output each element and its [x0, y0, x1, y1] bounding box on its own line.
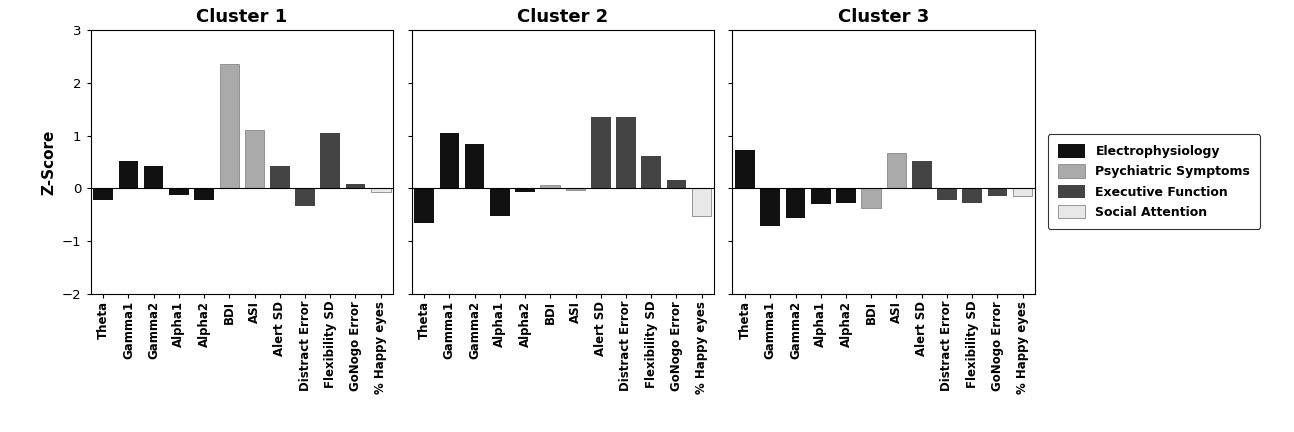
Bar [1013, 188, 1033, 196]
Bar [515, 188, 534, 191]
Bar [541, 185, 560, 188]
Bar [119, 161, 138, 188]
Bar [963, 188, 982, 203]
Bar [144, 166, 163, 188]
Bar [987, 188, 1007, 196]
Bar [465, 143, 484, 188]
Title: Cluster 1: Cluster 1 [197, 8, 287, 26]
Bar [321, 133, 340, 188]
Title: Cluster 3: Cluster 3 [839, 8, 929, 26]
Bar [220, 64, 239, 188]
Bar [591, 117, 611, 188]
Bar [785, 188, 805, 219]
Bar [295, 188, 314, 206]
Bar [194, 188, 214, 200]
Bar [93, 188, 113, 200]
Bar [170, 188, 189, 195]
Y-axis label: Z-Score: Z-Score [41, 129, 57, 195]
Bar [565, 188, 585, 191]
Title: Cluster 2: Cluster 2 [518, 8, 608, 26]
Bar [937, 188, 956, 200]
Bar [666, 181, 686, 188]
Bar [836, 188, 855, 203]
Bar [811, 188, 831, 204]
Bar [440, 133, 459, 188]
Bar [862, 188, 881, 208]
Bar [692, 188, 712, 216]
Bar [616, 117, 635, 188]
Bar [371, 188, 391, 192]
Bar [912, 161, 932, 188]
Bar [414, 188, 433, 222]
Bar [642, 156, 661, 188]
Bar [761, 188, 780, 226]
Bar [735, 150, 754, 188]
Bar [886, 152, 906, 188]
Bar [270, 166, 290, 188]
Bar [245, 130, 264, 188]
Legend: Electrophysiology, Psychiatric Symptoms, Executive Function, Social Attention: Electrophysiology, Psychiatric Symptoms,… [1048, 134, 1260, 229]
Bar [345, 184, 365, 188]
Bar [490, 188, 510, 216]
